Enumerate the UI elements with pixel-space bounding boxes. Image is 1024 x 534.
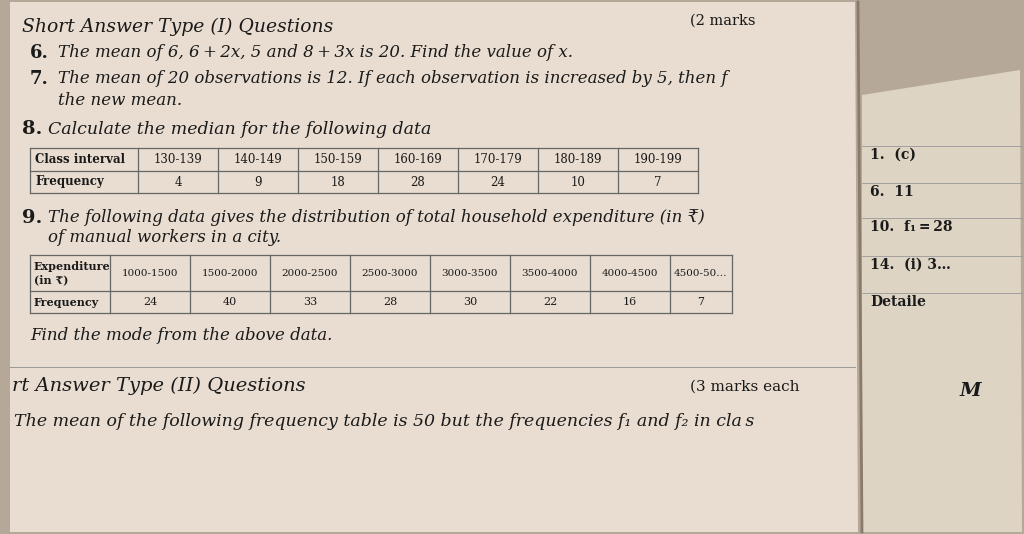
Text: the new mean.: the new mean.: [58, 92, 182, 109]
Text: 10: 10: [570, 176, 586, 189]
Text: Frequency: Frequency: [34, 296, 99, 308]
Text: 8.: 8.: [22, 120, 42, 138]
Text: (3 marks each: (3 marks each: [690, 380, 800, 394]
Text: of manual workers in a city.: of manual workers in a city.: [48, 229, 282, 246]
Text: 4000-4500: 4000-4500: [602, 269, 658, 278]
Text: 1.  (c): 1. (c): [870, 148, 916, 162]
Text: 18: 18: [331, 176, 345, 189]
Text: 1000-1500: 1000-1500: [122, 269, 178, 278]
Text: Frequency: Frequency: [35, 176, 103, 189]
Polygon shape: [10, 2, 858, 532]
Text: 7.: 7.: [30, 70, 49, 88]
Text: Short Answer Type (I) Questions: Short Answer Type (I) Questions: [22, 18, 333, 36]
Text: 150-159: 150-159: [313, 153, 362, 166]
Text: 160-169: 160-169: [393, 153, 442, 166]
Text: 140-149: 140-149: [233, 153, 283, 166]
Text: 7: 7: [697, 297, 705, 307]
Text: 180-189: 180-189: [554, 153, 602, 166]
Text: 2500-3000: 2500-3000: [361, 269, 418, 278]
Text: 1500-2000: 1500-2000: [202, 269, 258, 278]
Text: Find the mode from the above data.: Find the mode from the above data.: [30, 327, 333, 344]
Text: 130-139: 130-139: [154, 153, 203, 166]
Text: 4500-50…: 4500-50…: [674, 269, 728, 278]
Text: 9.: 9.: [22, 209, 42, 227]
Text: 28: 28: [411, 176, 425, 189]
Text: Class interval: Class interval: [35, 153, 125, 166]
Text: 7: 7: [654, 176, 662, 189]
Text: 10.  f₁ = 28: 10. f₁ = 28: [870, 220, 952, 234]
Text: 6.  11: 6. 11: [870, 185, 913, 199]
Text: 22: 22: [543, 297, 557, 307]
Text: 170-179: 170-179: [474, 153, 522, 166]
Text: 40: 40: [223, 297, 238, 307]
Text: rt Answer Type (II) Questions: rt Answer Type (II) Questions: [12, 377, 305, 395]
Text: The mean of 6, 6 + 2x, 5 and 8 + 3x is 20. Find the value of x.: The mean of 6, 6 + 2x, 5 and 8 + 3x is 2…: [58, 44, 573, 61]
Polygon shape: [862, 70, 1022, 532]
Text: 9: 9: [254, 176, 262, 189]
Text: 28: 28: [383, 297, 397, 307]
Text: 24: 24: [143, 297, 157, 307]
Text: 33: 33: [303, 297, 317, 307]
Text: 3500-4000: 3500-4000: [522, 269, 579, 278]
Text: 16: 16: [623, 297, 637, 307]
Text: Calculate the median for the following data: Calculate the median for the following d…: [48, 121, 431, 138]
Text: Detaile: Detaile: [870, 295, 926, 309]
Text: Expenditure: Expenditure: [34, 261, 111, 271]
Text: 24: 24: [490, 176, 506, 189]
Text: M: M: [961, 382, 982, 400]
Text: (2 marks: (2 marks: [690, 14, 756, 28]
Text: 6.: 6.: [30, 44, 49, 62]
Text: The mean of 20 observations is 12. If each observation is increased by 5, then f: The mean of 20 observations is 12. If ea…: [58, 70, 727, 87]
Text: The mean of the following frequency table is 50 but the frequencies f₁ and f₂ in: The mean of the following frequency tabl…: [14, 413, 755, 430]
Text: 30: 30: [463, 297, 477, 307]
Text: The following data gives the distribution of total household expenditure (in ₹): The following data gives the distributio…: [48, 209, 705, 226]
Text: 14.  (i) 3…: 14. (i) 3…: [870, 258, 951, 272]
Text: 190-199: 190-199: [634, 153, 682, 166]
Text: 3000-3500: 3000-3500: [441, 269, 499, 278]
Text: (in ₹): (in ₹): [34, 274, 69, 286]
Text: 4: 4: [174, 176, 181, 189]
Text: 2000-2500: 2000-2500: [282, 269, 338, 278]
